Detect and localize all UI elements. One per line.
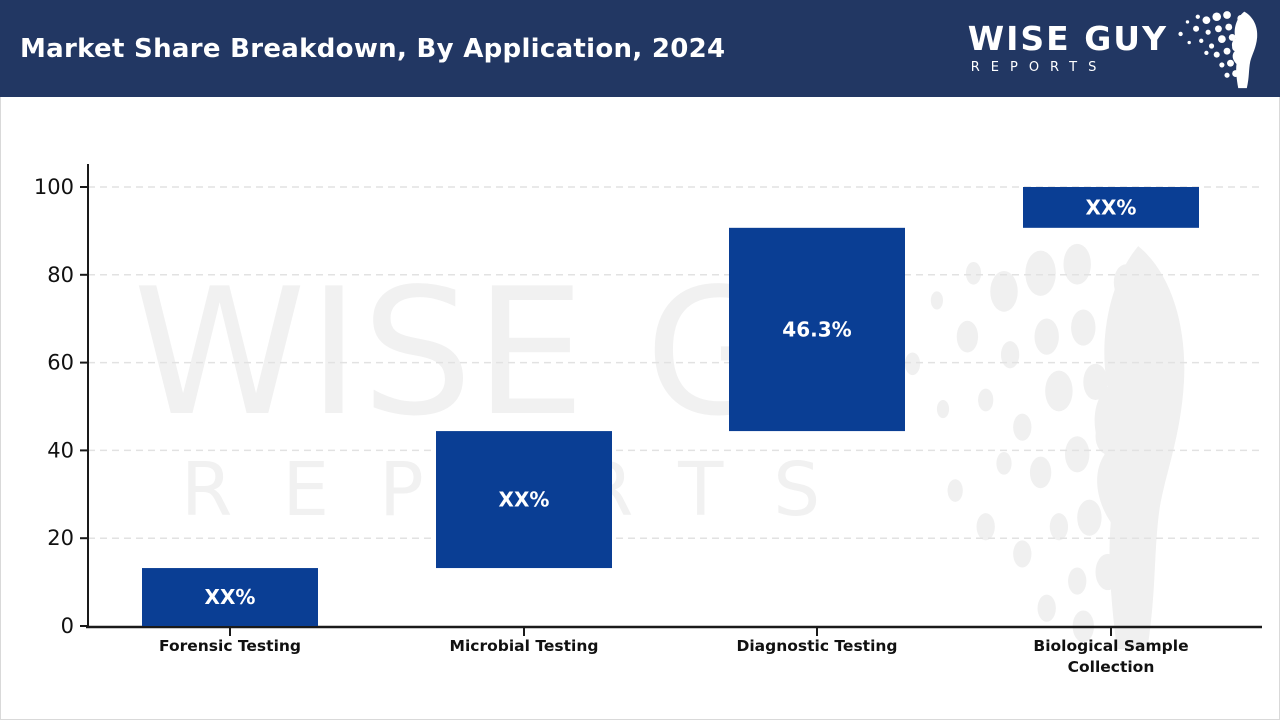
bar-value-label: XX% — [499, 488, 550, 512]
y-tick-label: 100 — [34, 175, 74, 199]
y-tick-label: 20 — [47, 526, 74, 550]
wiseguy-face-icon — [1178, 10, 1258, 88]
chart-title: Market Share Breakdown, By Application, … — [20, 33, 726, 64]
category-label: Biological Sample — [1033, 637, 1188, 655]
watermark-line1: WISE GU — [133, 252, 913, 455]
y-tick-label: 0 — [61, 614, 74, 638]
category-label: Diagnostic Testing — [736, 637, 897, 655]
logo-wordmark: WISE GUY — [967, 19, 1168, 58]
wiseguy-logo: WISE GUY REPORTS — [968, 8, 1258, 90]
category-label: Forensic Testing — [159, 637, 301, 655]
logo-subtitle: REPORTS — [970, 60, 1108, 75]
y-tick-label: 80 — [47, 263, 74, 287]
watermark-face-icon — [904, 243, 1185, 649]
category-label: Microbial Testing — [450, 637, 599, 655]
watermark-line2: REPORTS — [181, 447, 871, 533]
watermark: WISE GU REPORTS — [133, 266, 913, 533]
header: Market Share Breakdown, By Application, … — [0, 0, 1280, 97]
category-label: Collection — [1068, 658, 1155, 676]
bar-segment — [729, 227, 905, 432]
bar-value-label: XX% — [1086, 195, 1137, 219]
bar-segment — [142, 568, 318, 626]
y-tick-label: 60 — [47, 351, 74, 375]
bar-segment — [436, 431, 612, 569]
bar-value-label: XX% — [205, 585, 256, 609]
y-tick-label: 40 — [47, 438, 74, 462]
bar-value-label: 46.3% — [782, 317, 851, 341]
logo-text: WISE GUY REPORTS — [968, 22, 1168, 75]
bar-segment — [1023, 187, 1199, 228]
